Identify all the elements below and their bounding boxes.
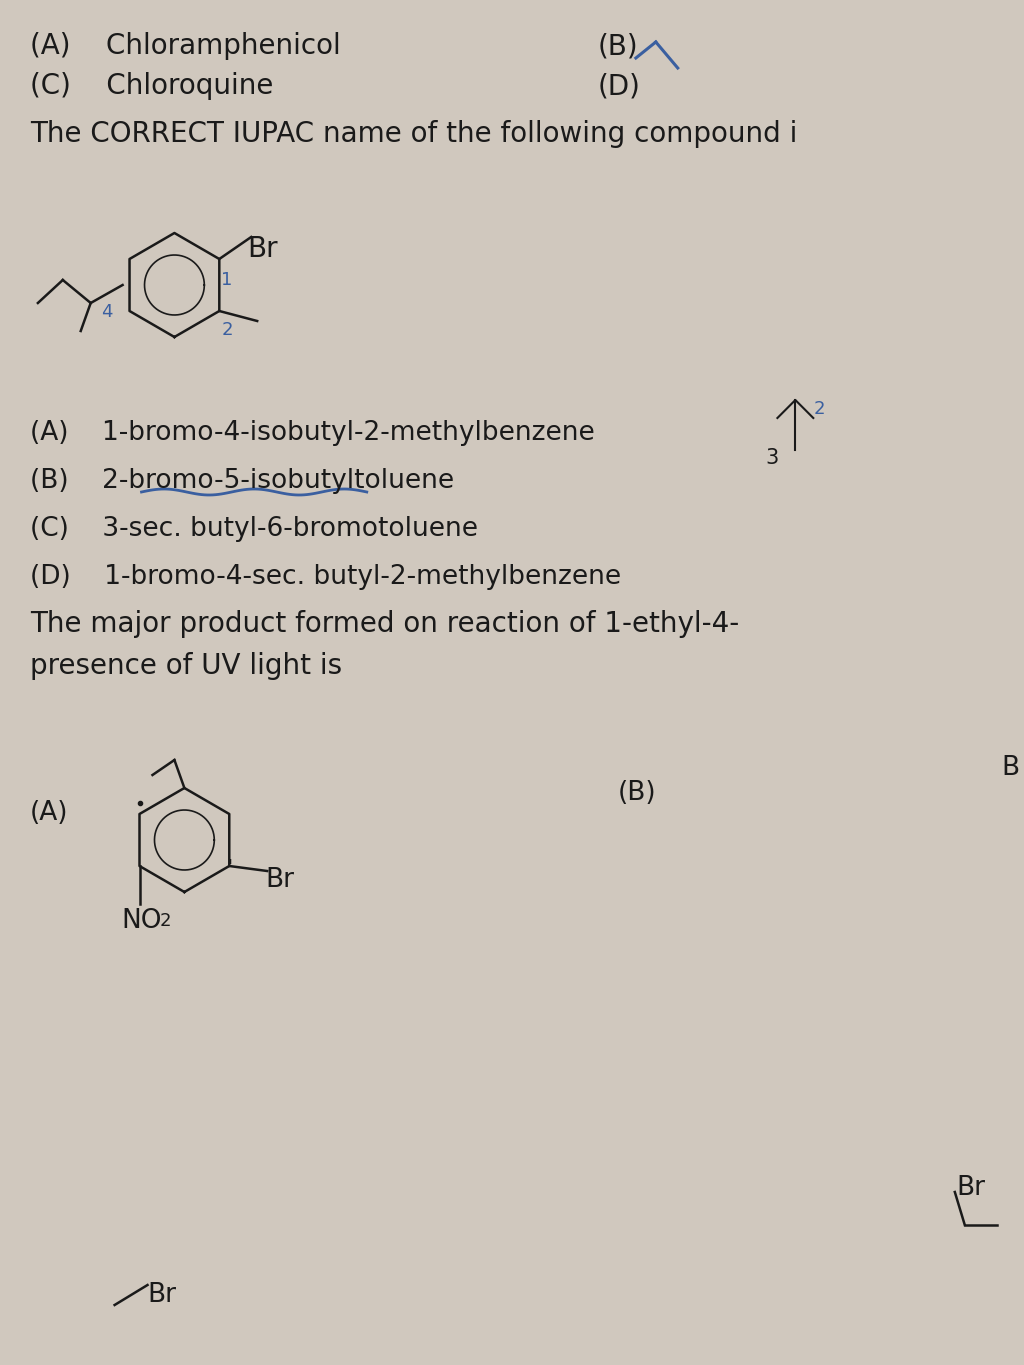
Text: Br: Br (956, 1175, 986, 1201)
Text: Br: Br (147, 1282, 176, 1308)
Text: (D): (D) (598, 72, 641, 100)
Text: (B): (B) (617, 779, 656, 805)
Text: 3: 3 (766, 448, 778, 468)
Text: (C)    Chloroquine: (C) Chloroquine (30, 72, 273, 100)
Text: ': ' (227, 859, 232, 876)
Text: The major product formed on reaction of 1-ethyl-4-: The major product formed on reaction of … (30, 610, 739, 637)
Text: 1: 1 (221, 272, 232, 289)
Text: Br: Br (247, 235, 278, 263)
Text: (B): (B) (598, 31, 639, 60)
Text: NO: NO (122, 908, 162, 934)
Text: (D)    1-bromo-4-sec. butyl-2-methylbenzene: (D) 1-bromo-4-sec. butyl-2-methylbenzene (30, 564, 621, 590)
Text: (A)    Chloramphenicol: (A) Chloramphenicol (30, 31, 341, 60)
Text: (B)    2-bromo-5-isobutyltoluene: (B) 2-bromo-5-isobutyltoluene (30, 468, 454, 494)
Text: (A): (A) (30, 800, 69, 826)
Text: (C)    3-sec. butyl-6-bromotoluene: (C) 3-sec. butyl-6-bromotoluene (30, 516, 478, 542)
Text: presence of UV light is: presence of UV light is (30, 652, 342, 680)
Text: Br: Br (265, 867, 294, 893)
Text: 4: 4 (100, 303, 113, 321)
Text: (A)    1-bromo-4-isobutyl-2-methylbenzene: (A) 1-bromo-4-isobutyl-2-methylbenzene (30, 420, 595, 446)
Text: 2: 2 (221, 321, 232, 339)
Text: B: B (1001, 755, 1020, 781)
Text: 2: 2 (813, 400, 824, 418)
Text: 2: 2 (160, 912, 171, 930)
Text: The CORRECT IUPAC name of the following compound i: The CORRECT IUPAC name of the following … (30, 120, 798, 147)
